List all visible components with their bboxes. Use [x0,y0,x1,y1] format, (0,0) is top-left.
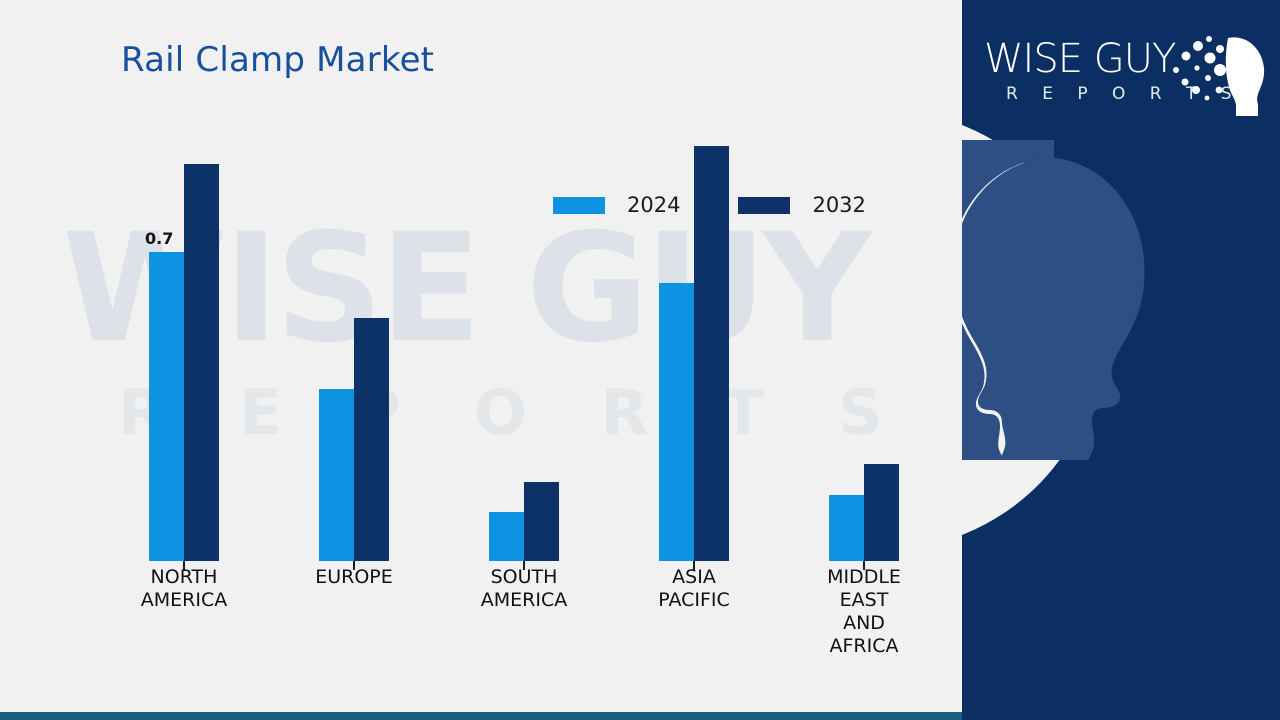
x-axis-label: ASIA PACIFIC [614,566,774,612]
x-axis-label-line: PACIFIC [658,589,730,611]
bar-2024[interactable] [489,512,524,561]
bar-group: 0.7 [145,120,219,570]
bar-group [659,120,729,570]
bar-value-label: 0.7 [145,229,174,248]
legend-item-2032[interactable]: 2032 [738,193,866,217]
bar-2032[interactable] [864,464,899,561]
x-axis-label-line: EUROPE [315,566,393,588]
x-axis-label-line: SOUTH [490,566,558,588]
bar-2032[interactable] [694,146,729,561]
bar-2024[interactable] [659,283,694,561]
legend-swatch-2024 [553,196,605,214]
chart-legend: 2024 2032 [553,193,866,217]
x-axis-label: SOUTH AMERICA [444,566,604,612]
brand-logo: WISE GUY R E P O R T S [984,36,1265,120]
head-silhouette-icon [962,140,1145,460]
bar-2024[interactable] [319,389,354,561]
brand-logo-secondary: R E P O R T S [1006,84,1242,104]
x-axis-label-line: AMERICA [480,589,568,611]
x-axis-tick [353,561,355,570]
x-axis-label-line: EAST [839,589,889,611]
page-title: Rail Clamp Market [121,40,435,80]
legend-label-2024: 2024 [627,193,681,217]
x-axis-label-line: AND [843,612,885,634]
bar-group [829,120,899,570]
x-axis-tick [523,561,525,570]
x-axis-label: MIDDLE EAST AND AFRICA [784,566,944,658]
bar-group [489,120,559,570]
x-axis-tick [863,561,865,570]
x-axis-label-line: AMERICA [140,589,228,611]
brand-panel: WISE GUY R E P O R T S [962,0,1280,720]
legend-swatch-2032 [738,196,791,214]
bottom-accent-strip [0,712,962,720]
legend-item-2024[interactable]: 2024 [553,193,680,217]
bar-2032[interactable] [184,164,219,561]
x-axis-label-line: ASIA [672,566,716,588]
x-axis-tick [693,561,695,570]
x-axis-labels: NORTH AMERICA EUROPE SOUTH AMERICA ASIA PACIFI… [96,566,946,686]
brand-logo-primary: WISE GUY [984,36,1176,82]
chart-panel: WISE GUY R E P O R T S Rail Clamp Market… [0,40,962,720]
x-axis-label-line: MIDDLE [827,566,901,588]
bar-2024[interactable] [829,495,864,561]
legend-label-2032: 2032 [812,193,866,217]
brand-dots-head-icon [1173,36,1265,116]
x-axis-tick [183,561,185,570]
x-axis-label-line: AFRICA [829,635,899,657]
bar-2032[interactable] [354,318,389,561]
x-axis-label: NORTH AMERICA [104,566,264,612]
x-axis-label-line: NORTH [150,566,218,588]
x-axis-label: EUROPE [274,566,434,589]
bar-2032[interactable] [524,482,559,561]
bar-2024[interactable] [149,252,184,561]
bar-group [319,120,389,570]
plot-area: 0.7 [96,120,946,570]
